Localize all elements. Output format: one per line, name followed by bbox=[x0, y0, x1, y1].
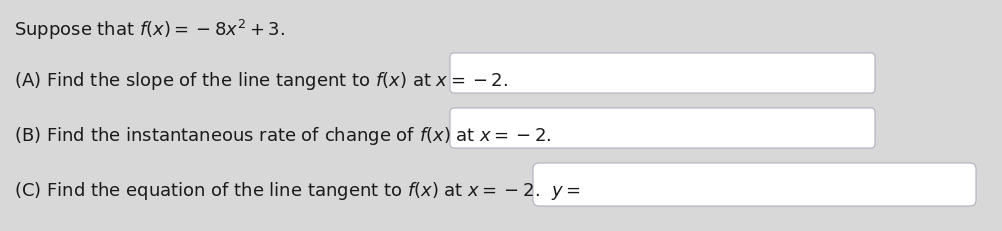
Text: (A) Find the slope of the line tangent to $f(x)$ at $x = -2$.: (A) Find the slope of the line tangent t… bbox=[14, 70, 507, 92]
Text: (B) Find the instantaneous rate of change of $f(x)$ at $x = -2$.: (B) Find the instantaneous rate of chang… bbox=[14, 125, 551, 147]
Text: (C) Find the equation of the line tangent to $f(x)$ at $x = -2$.  $y =$: (C) Find the equation of the line tangen… bbox=[14, 180, 580, 202]
FancyBboxPatch shape bbox=[450, 53, 874, 93]
FancyBboxPatch shape bbox=[450, 108, 874, 148]
Text: Suppose that $f(x) = -8x^2 + 3$.: Suppose that $f(x) = -8x^2 + 3$. bbox=[14, 18, 285, 42]
FancyBboxPatch shape bbox=[532, 163, 975, 206]
